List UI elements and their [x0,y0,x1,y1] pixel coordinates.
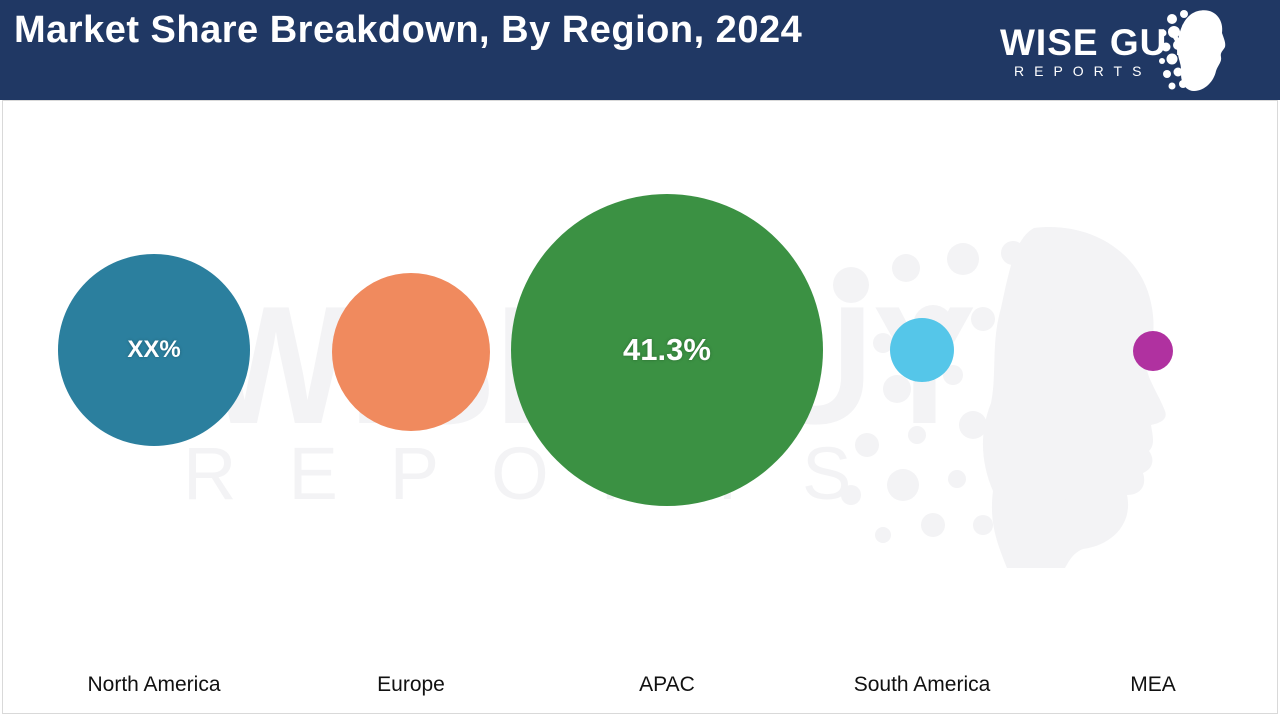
category-label-europe: Europe [377,673,445,696]
chart-plot-area: WISE GUY REPORTS XX%41.3% North AmericaE… [2,100,1278,714]
brand-logo-subtitle: REPORTS [1014,63,1152,79]
watermark-head-icon [833,227,1166,568]
bubble-value-label: XX% [127,336,181,363]
category-label-north-america: North America [87,673,221,696]
bubble-europe [332,273,490,431]
category-label-south-america: South America [853,673,991,696]
brand-head-icon [1159,10,1226,91]
category-label-apac: APAC [639,673,695,696]
brand-logo-name: WISE GUY [1000,22,1194,63]
bubble-north-america: XX% [58,254,250,446]
bubble-mea [1133,331,1173,371]
category-label-mea: MEA [1130,673,1176,696]
page-title: Market Share Breakdown, By Region, 2024 [14,9,803,51]
brand-logo: WISE GUY REPORTS [1000,0,1270,100]
bubble-value-label: 41.3% [623,332,711,367]
bubble-apac: 41.3% [511,194,823,506]
labels-layer: North America Europe APAC South America MEA [3,101,1277,713]
bubble-south-america [890,318,954,382]
header-band: Market Share Breakdown, By Region, 2024 … [0,0,1280,100]
bubbles-layer: XX% 41.3% [3,101,1277,713]
